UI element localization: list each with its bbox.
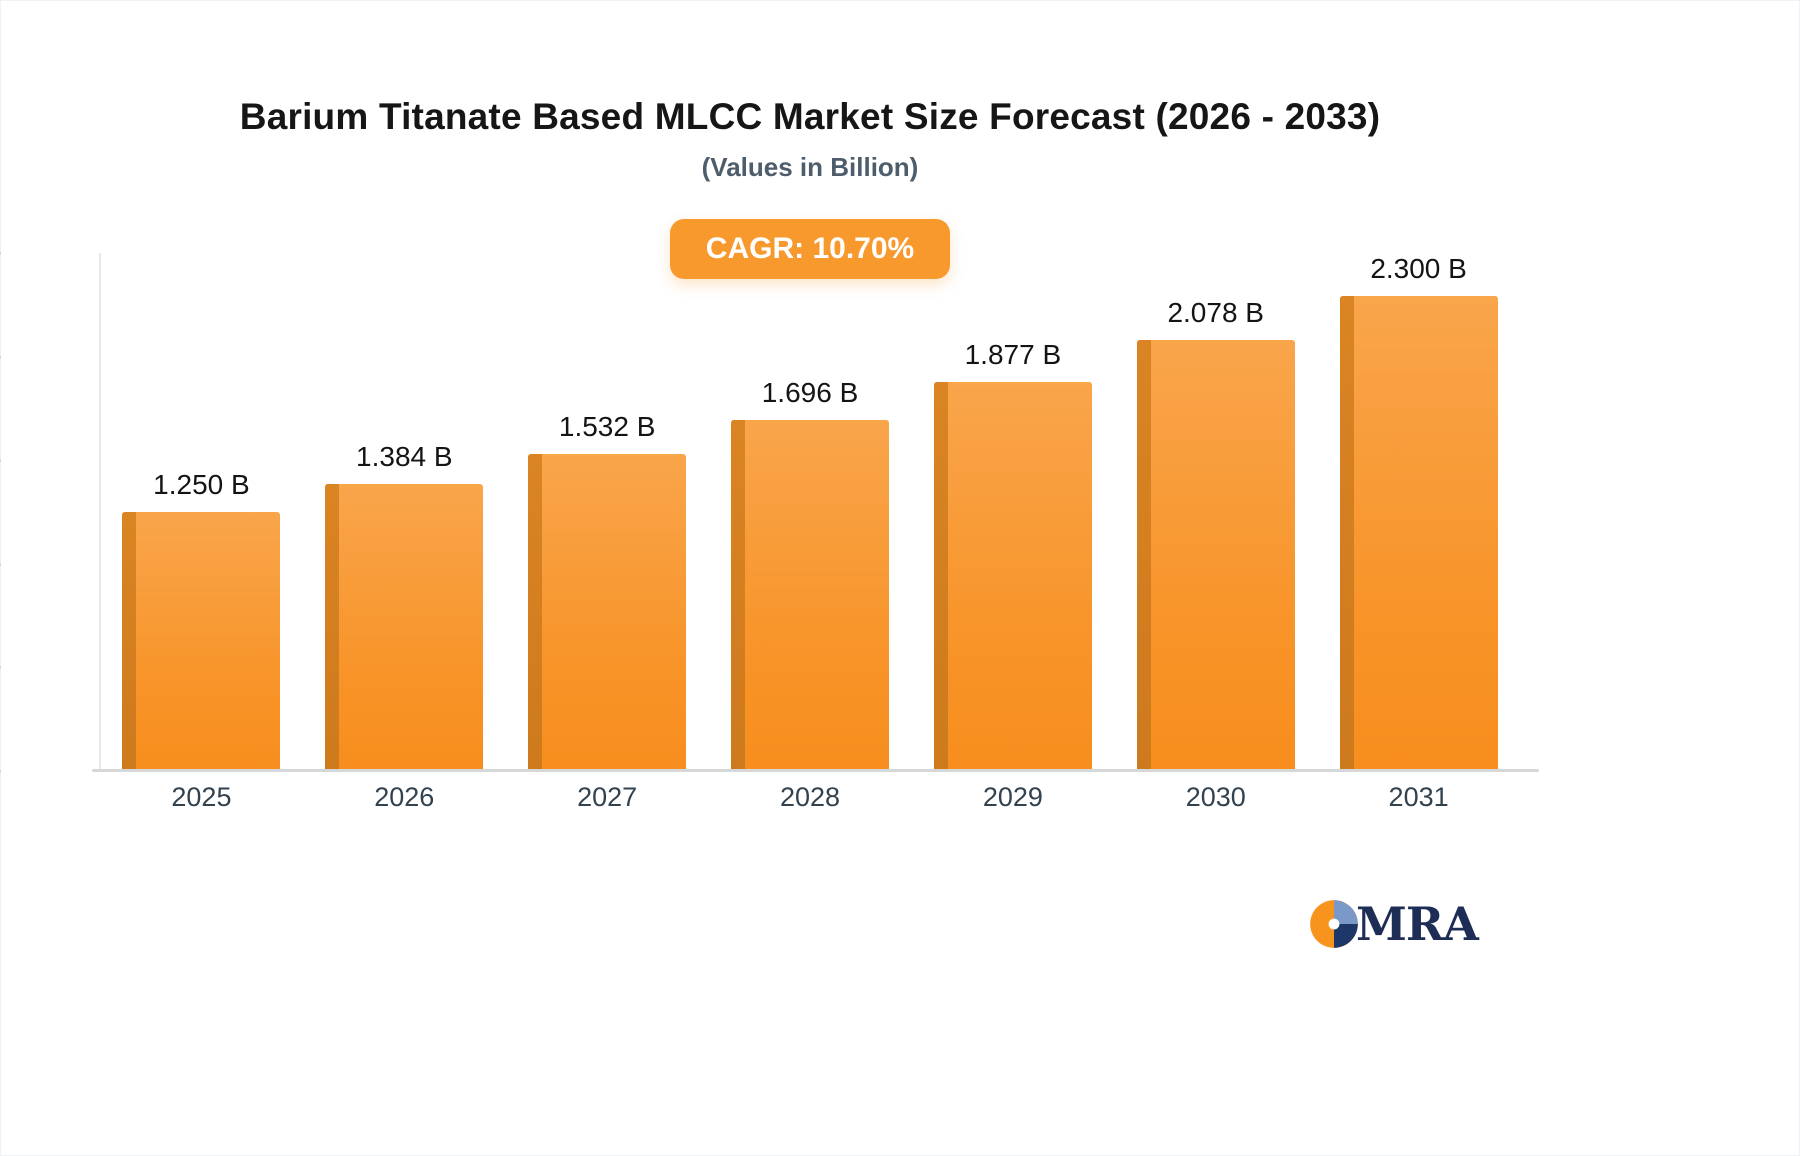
x-axis-label: 2031 [1388, 782, 1449, 812]
y-axis: 2.5B2.0B1.5B1.0B500.0M0 [0, 252, 100, 773]
y-axis-line [99, 253, 101, 771]
x-axis: 2025 2026 2027 2028 2029 2030 2031 [100, 782, 1520, 826]
bar-group: 1.877 B [911, 253, 1114, 771]
bar [528, 453, 687, 771]
bar-group: 1.532 B [506, 253, 709, 771]
bar [1339, 296, 1498, 771]
x-axis-label: 2027 [577, 782, 638, 812]
bar-value-label: 1.250 B [153, 469, 250, 500]
y-tick-mark [0, 252, 1, 255]
x-axis-label: 2026 [374, 782, 435, 812]
bar-3d-side [731, 419, 745, 771]
chart-title: Barium Titanate Based MLCC Market Size F… [239, 96, 1381, 137]
y-tick-mark [0, 459, 1, 463]
bar [122, 512, 281, 771]
bar-3d-side [122, 512, 137, 771]
y-tick-mark [0, 770, 1, 773]
plot-area: 1.250 B 1.384 B 1.532 B 1.696 B 1.877 B 2.078… [99, 253, 1520, 771]
bar-group: 2.078 B [1114, 253, 1317, 771]
bar-value-label: 1.696 B [761, 376, 859, 408]
chart-subtitle: (Values in Billion) [701, 152, 919, 182]
y-tick-mark [0, 666, 1, 670]
bar [731, 419, 889, 771]
bar [1136, 340, 1295, 771]
mra-logo-icon [1310, 900, 1358, 948]
bars-row: 1.250 B 1.384 B 1.532 B 1.696 B 1.877 B 2.078… [100, 253, 1520, 771]
bar-3d-side [933, 382, 948, 771]
bar-group: 2.300 B [1317, 253, 1520, 771]
x-axis-label: 2030 [1185, 782, 1246, 812]
bar-group: 1.250 B [100, 253, 303, 771]
cagr-badge: CAGR: 10.70% [669, 219, 951, 279]
bar-3d-side [325, 484, 340, 771]
bar-value-label: 1.384 B [356, 441, 453, 473]
bar-group: 1.696 B [709, 253, 912, 771]
y-tick-mark [0, 355, 1, 359]
brand-logo: MRA [1308, 897, 1479, 951]
bar-value-label: 1.877 B [964, 339, 1062, 371]
bar [933, 382, 1092, 771]
brand-logo-text: MRA [1356, 897, 1479, 951]
bar-group: 1.384 B [303, 253, 506, 771]
x-axis-label: 2025 [171, 782, 232, 812]
bar-3d-side [528, 453, 543, 771]
bar-value-label: 1.532 B [558, 410, 656, 442]
x-axis-line [92, 769, 1539, 772]
bar-value-label: 2.078 B [1167, 297, 1264, 329]
bar-3d-side [1339, 296, 1354, 771]
bar [325, 484, 484, 771]
chart-header: Barium Titanate Based MLCC Market Size F… [0, 0, 1620, 279]
bar-3d-side [1136, 340, 1151, 771]
bar-value-label: 2.300 B [1370, 253, 1467, 284]
x-axis-label: 2028 [779, 782, 841, 812]
y-tick-mark [0, 562, 1, 566]
x-axis-label: 2029 [982, 782, 1043, 812]
